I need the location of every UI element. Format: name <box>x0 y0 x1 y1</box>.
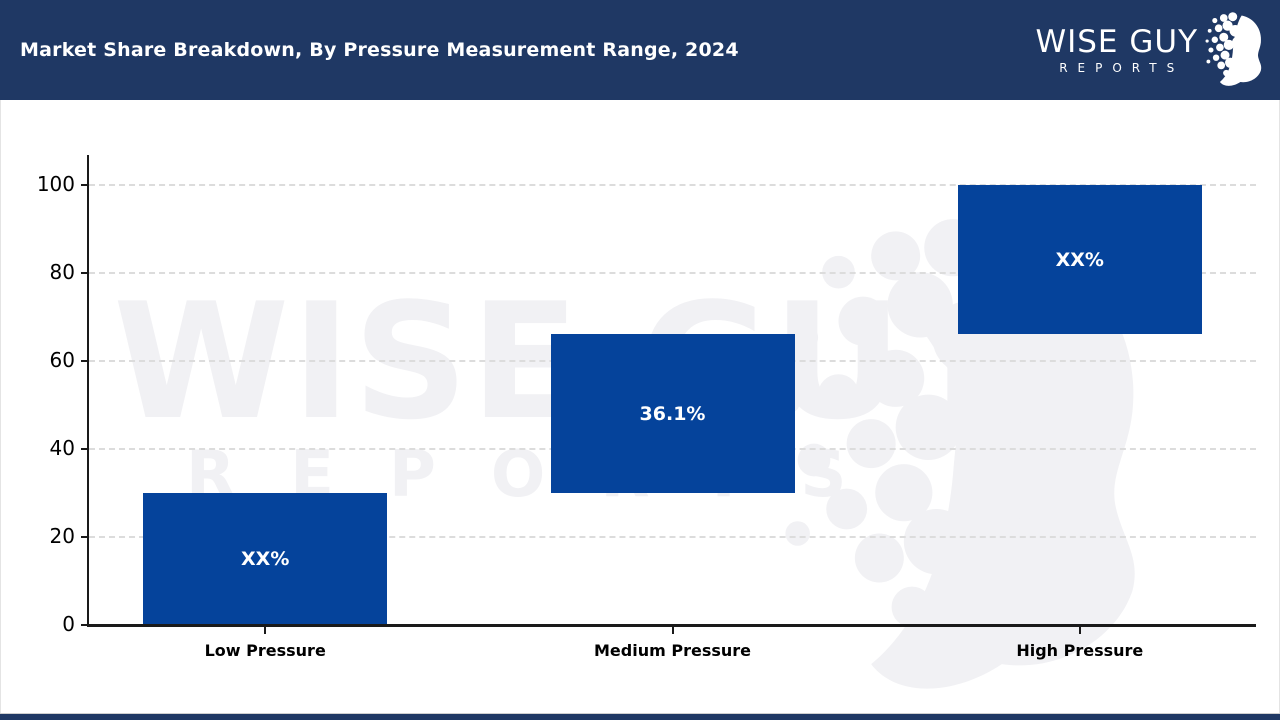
bar-value-label-low-pressure: XX% <box>241 547 290 570</box>
x-axis-tick-medium-pressure <box>671 626 674 634</box>
header-bar: Market Share Breakdown, By Pressure Meas… <box>0 0 1280 100</box>
logo-subtitle: REPORTS <box>1059 60 1185 75</box>
category-label-low-pressure: Low Pressure <box>204 641 326 660</box>
y-axis-label-0: 0 <box>62 612 75 636</box>
footer-bar <box>0 714 1280 720</box>
x-axis-spine <box>87 624 1256 627</box>
footer-divider <box>0 713 1280 714</box>
logo-text: WISE GUY REPORTS <box>1035 23 1198 75</box>
chart-title: Market Share Breakdown, By Pressure Meas… <box>20 39 739 61</box>
x-axis-tick-high-pressure <box>1078 626 1081 634</box>
bar-medium-pressure: 36.1% <box>550 334 795 493</box>
wise-guy-reports-logo: WISE GUY REPORTS <box>1035 10 1266 90</box>
logo-face-icon <box>1205 12 1262 86</box>
category-label-medium-pressure: Medium Pressure <box>594 641 751 660</box>
y-axis-label-20: 20 <box>49 523 75 548</box>
chart-canvas: WISE GUY REPORTS 0 20 40 60 80 100 XX% Low Pres… <box>0 100 1280 713</box>
bar-low-pressure: XX% <box>143 492 388 625</box>
category-label-high-pressure: High Pressure <box>1016 641 1144 660</box>
y-axis-tick-100 <box>81 183 89 186</box>
watermark-face-icon <box>779 219 1135 689</box>
y-axis-label-100: 100 <box>36 171 75 196</box>
gridline-80 <box>89 271 1256 274</box>
y-axis-label-80: 80 <box>49 259 75 284</box>
y-axis-tick-0 <box>81 624 89 626</box>
y-axis-spine <box>87 155 89 627</box>
y-axis-tick-20 <box>81 535 89 538</box>
y-axis-tick-60 <box>81 359 89 362</box>
gridline-100 <box>89 183 1256 186</box>
y-axis-tick-40 <box>81 447 89 450</box>
y-axis-label-60: 60 <box>49 347 75 372</box>
y-axis-label-40: 40 <box>49 435 75 460</box>
logo-wordmark: WISE GUY <box>1035 23 1198 60</box>
gridline-20 <box>89 535 1256 538</box>
bar-high-pressure: XX% <box>957 184 1202 335</box>
y-axis-tick-80 <box>81 271 89 274</box>
bar-value-label-medium-pressure: 36.1% <box>639 402 706 425</box>
bar-value-label-high-pressure: XX% <box>1055 248 1104 271</box>
x-axis-tick-low-pressure <box>264 626 267 634</box>
